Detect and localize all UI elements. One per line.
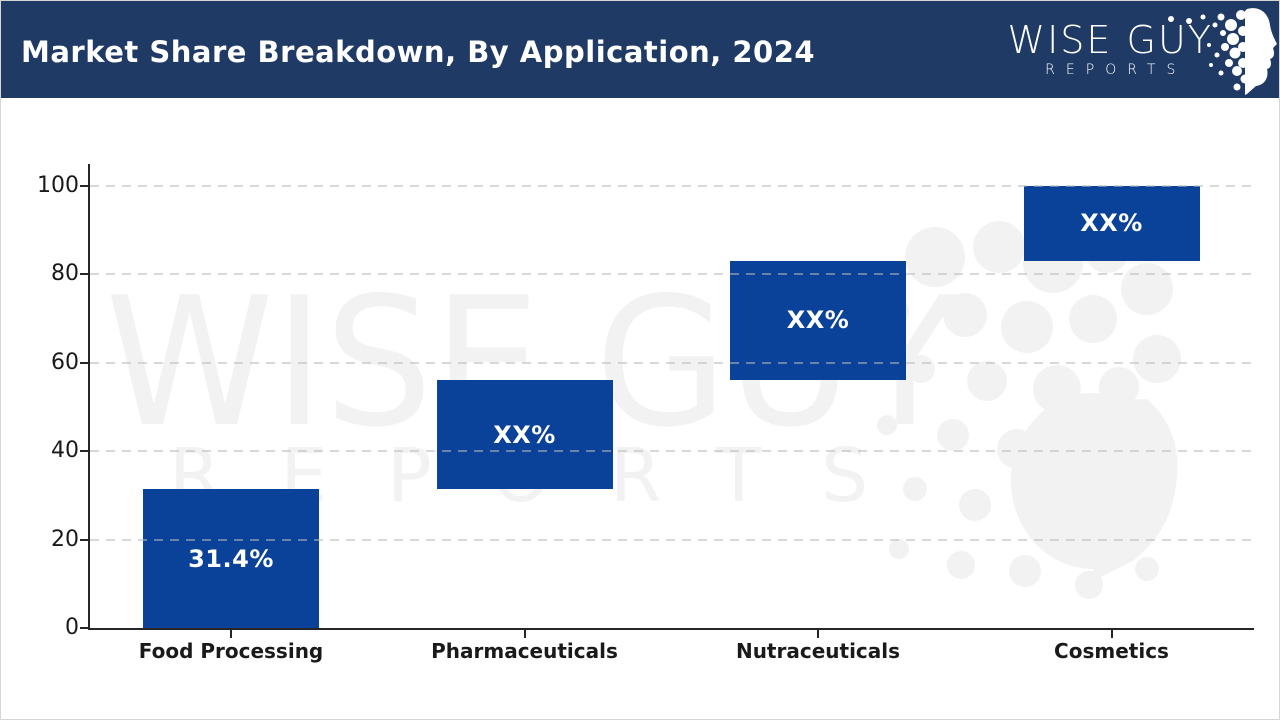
gridline-60 xyxy=(90,361,1254,364)
watermark-head-dots-graphic xyxy=(877,221,1181,599)
y-tick-label-60: 60 xyxy=(51,349,79,375)
bar-cosmetics: XX% xyxy=(1023,185,1200,261)
bar-pharmaceuticals: XX% xyxy=(436,380,613,490)
y-axis-line xyxy=(88,164,90,630)
logo-head-icon xyxy=(1168,8,1277,95)
bar-value-label: XX% xyxy=(493,420,556,449)
bar-value-label: XX% xyxy=(1080,209,1143,238)
x-axis-line xyxy=(88,628,1254,630)
y-tick-label-20: 20 xyxy=(51,526,79,552)
bar-food-processing: 31.4% xyxy=(143,489,319,628)
logo-text: WISE GUY REPORTS xyxy=(1008,19,1213,78)
wise-guy-reports-logo: WISE GUY REPORTS xyxy=(971,1,1279,98)
y-tick-mark-20 xyxy=(80,538,88,541)
x-category-label: Pharmaceuticals xyxy=(431,639,618,663)
y-tick-label-0: 0 xyxy=(65,615,79,640)
y-tick-label-40: 40 xyxy=(51,438,79,463)
y-tick-mark-40 xyxy=(80,450,88,452)
logo-reports-text: REPORTS xyxy=(1045,62,1187,78)
x-tick-mark xyxy=(817,630,819,638)
header-bar: Market Share Breakdown, By Application, … xyxy=(1,1,1279,98)
x-tick-mark xyxy=(523,630,526,638)
x-category-label: Food Processing xyxy=(138,639,324,663)
gridline-40 xyxy=(90,450,1254,452)
y-tick-mark-60 xyxy=(80,361,88,364)
page-title: Market Share Breakdown, By Application, … xyxy=(21,35,816,69)
x-category-label: Cosmetics xyxy=(1054,639,1169,663)
gridline-100 xyxy=(90,184,1254,187)
y-tick-mark-100 xyxy=(80,184,88,187)
x-category-label: Nutraceuticals xyxy=(735,639,901,663)
bar-value-label: XX% xyxy=(786,306,850,335)
logo-wise-guy-text: WISE GUY xyxy=(1007,18,1213,62)
gridline-20 xyxy=(90,538,1254,541)
y-tick-mark-0 xyxy=(80,627,88,629)
bar-nutraceuticals: XX% xyxy=(730,260,906,381)
y-tick-label-80: 80 xyxy=(51,261,79,286)
bar-value-label: 31.4% xyxy=(188,544,274,573)
x-tick-mark xyxy=(1110,630,1113,638)
y-tick-label-100: 100 xyxy=(37,172,79,198)
y-tick-mark-80 xyxy=(80,273,88,275)
x-tick-mark xyxy=(230,630,232,638)
gridline-80 xyxy=(90,273,1254,275)
